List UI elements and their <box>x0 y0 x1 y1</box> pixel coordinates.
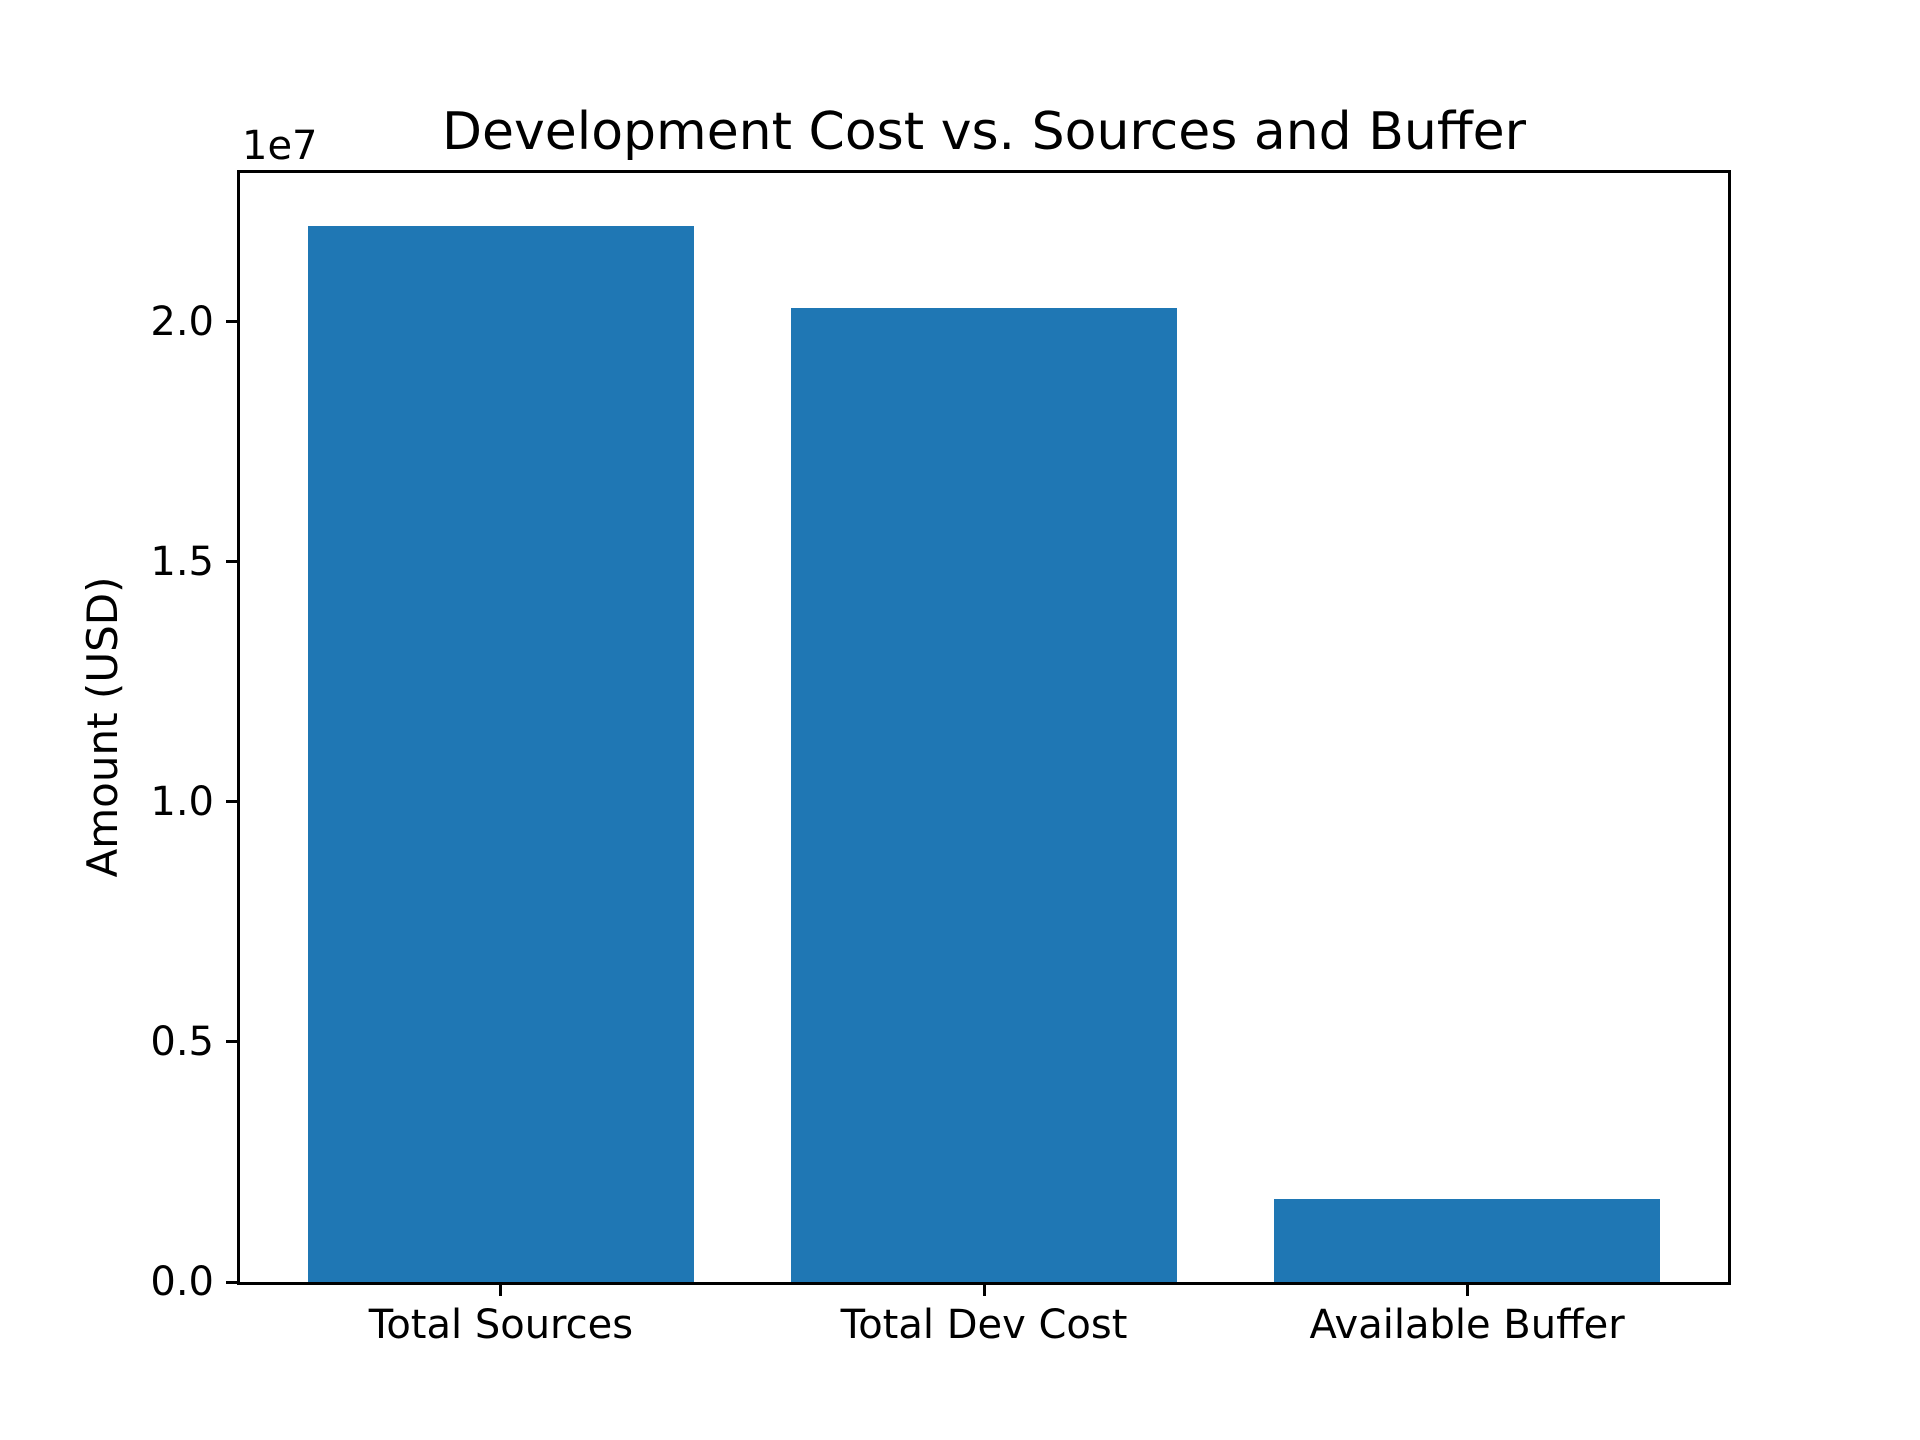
y-tick-mark <box>226 1280 240 1284</box>
y-tick-mark <box>226 1040 240 1044</box>
bar-total-sources <box>307 225 695 1282</box>
x-tick-label: Total Dev Cost <box>840 1302 1128 1348</box>
y-tick-label: 2.0 <box>150 298 214 345</box>
x-tick-label: Available Buffer <box>1309 1302 1625 1348</box>
y-axis-offset-text: 1e7 <box>242 123 318 169</box>
x-tick-mark <box>982 1282 986 1296</box>
y-tick-mark <box>226 800 240 804</box>
y-tick-label: 1.0 <box>150 778 214 825</box>
y-tick-mark <box>226 560 240 564</box>
y-tick-label: 0.0 <box>150 1259 214 1305</box>
y-tick-mark <box>226 320 240 324</box>
plot-area <box>237 170 1731 1285</box>
chart-title: Development Cost vs. Sources and Buffer <box>441 102 1527 162</box>
y-axis-label: Amount (USD) <box>78 576 127 878</box>
x-tick-mark <box>499 1282 503 1296</box>
bar-total-dev-cost <box>790 308 1178 1282</box>
y-tick-label: 1.5 <box>150 538 214 585</box>
bar-available-buffer <box>1273 1199 1661 1282</box>
x-tick-label: Total Sources <box>368 1302 634 1348</box>
x-tick-mark <box>1465 1282 1469 1296</box>
y-tick-label: 0.5 <box>150 1018 214 1065</box>
